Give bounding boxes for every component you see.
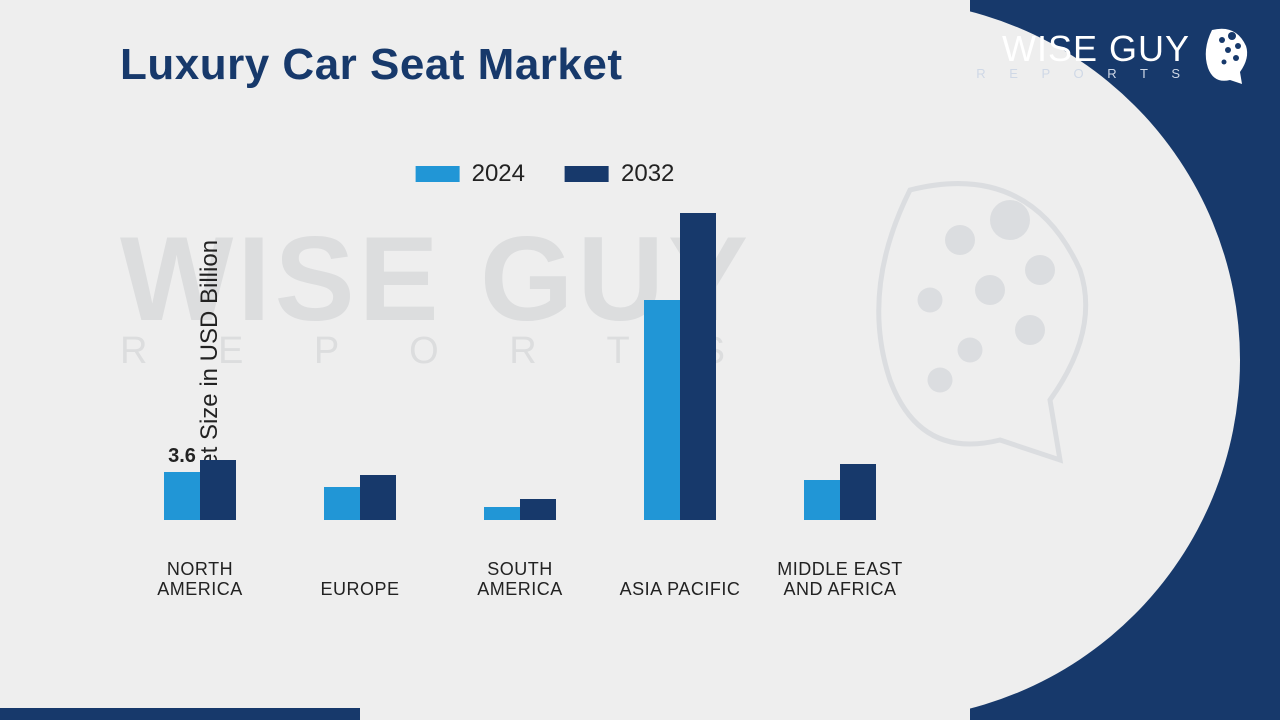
brand-line2: R E P O R T S — [976, 66, 1190, 81]
bar-2024 — [804, 480, 840, 520]
x-axis-label: MIDDLE EAST AND AFRICA — [775, 559, 905, 600]
brand-logo: WISE GUY R E P O R T S — [976, 28, 1250, 81]
bar-2032 — [840, 464, 876, 520]
bar-2024 — [324, 487, 360, 520]
plot-area: 3.6NORTH AMERICAEUROPESOUTH AMERICAASIA … — [140, 200, 980, 600]
bar-2032 — [680, 213, 716, 520]
bar-group: EUROPE — [300, 160, 420, 600]
bar-2032 — [360, 475, 396, 520]
bar-pair — [484, 499, 556, 520]
bar-pair — [164, 460, 236, 520]
legend-swatch-2024 — [416, 166, 460, 182]
x-axis-label: EUROPE — [295, 579, 425, 600]
bar-pair — [644, 213, 716, 520]
x-axis-label: SOUTH AMERICA — [455, 559, 585, 600]
bar-chart: Market Size in USD Billion 2024 2032 3.6… — [110, 160, 980, 600]
bar-value-label: 3.6 — [168, 445, 196, 468]
accent-bar — [0, 708, 360, 720]
bar-2032 — [520, 499, 556, 520]
bar-pair — [324, 475, 396, 520]
chart-title: Luxury Car Seat Market — [120, 40, 623, 90]
bar-2024 — [484, 507, 520, 520]
bar-group: 3.6NORTH AMERICA — [140, 160, 260, 600]
bar-2024 — [164, 472, 200, 520]
x-axis-label: ASIA PACIFIC — [615, 579, 745, 600]
bar-group: ASIA PACIFIC — [620, 160, 740, 600]
bar-2032 — [200, 460, 236, 520]
bar-group: SOUTH AMERICA — [460, 160, 580, 600]
bar-group: MIDDLE EAST AND AFRICA — [780, 160, 900, 600]
brand-head-icon — [1192, 22, 1256, 86]
brand-line1: WISE GUY — [976, 28, 1190, 70]
bar-pair — [804, 464, 876, 520]
x-axis-label: NORTH AMERICA — [135, 559, 265, 600]
bar-2024 — [644, 300, 680, 520]
chart-canvas: Luxury Car Seat Market WISE GUY R E P O … — [0, 0, 1280, 720]
